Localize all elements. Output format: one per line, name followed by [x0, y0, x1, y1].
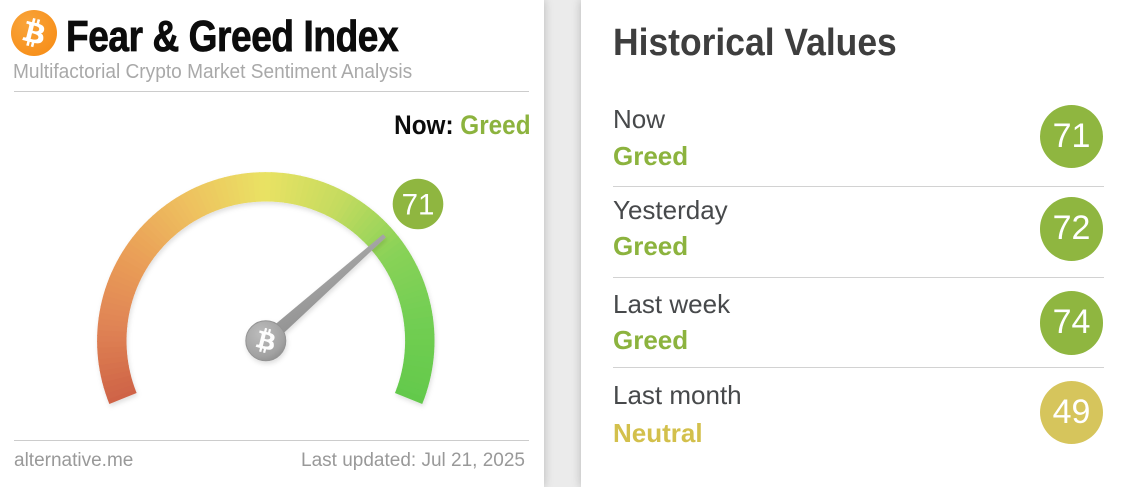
- svg-text:71: 71: [402, 189, 435, 222]
